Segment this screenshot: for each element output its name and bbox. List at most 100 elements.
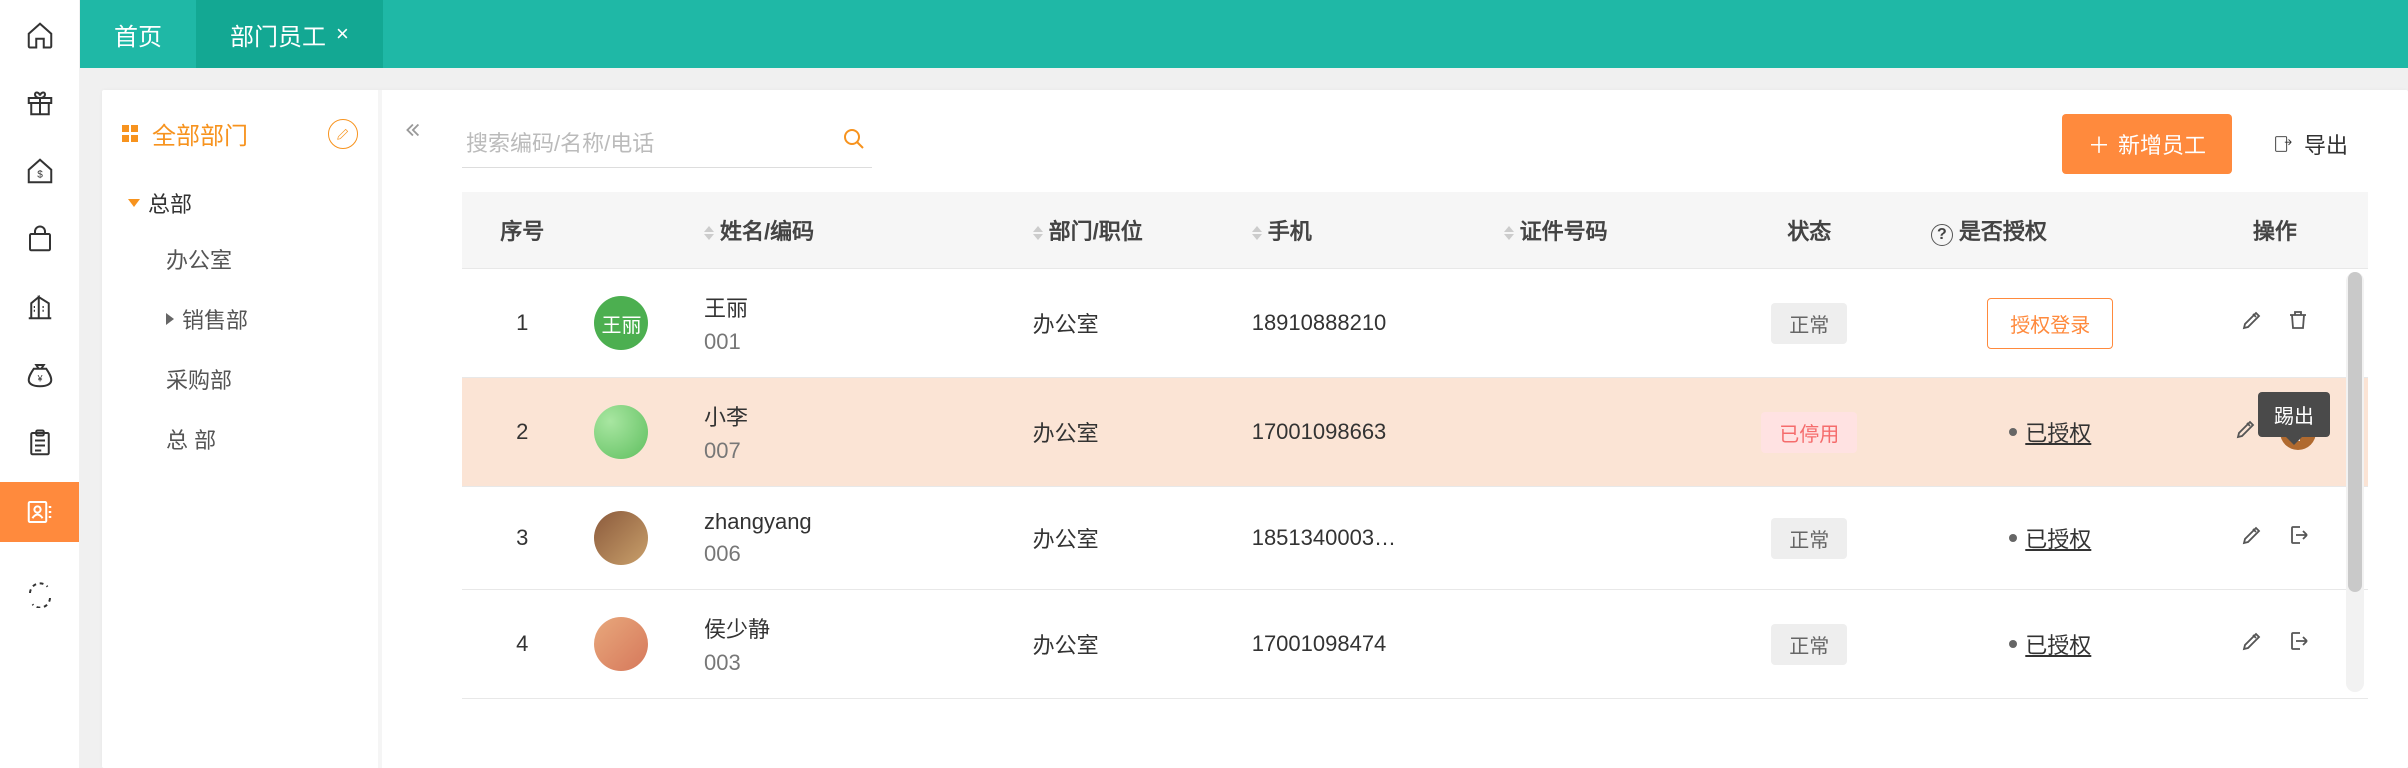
tab-dept-staff[interactable]: 部门员工 × bbox=[196, 0, 383, 68]
cell-ops bbox=[2182, 487, 2368, 590]
cell-status: 正常 bbox=[1700, 269, 1919, 378]
cell-index: 4 bbox=[462, 590, 582, 699]
trash-icon[interactable] bbox=[2286, 308, 2310, 338]
status-badge: 正常 bbox=[1771, 303, 1847, 344]
col-dept[interactable]: 部门/职位 bbox=[1021, 192, 1240, 269]
tab-home[interactable]: 首页 bbox=[80, 0, 196, 68]
nav-staff-icon[interactable] bbox=[0, 482, 79, 542]
plus-icon: ＋ bbox=[2088, 128, 2110, 160]
cell-name: zhangyang006 bbox=[692, 487, 1021, 590]
col-status: 状态 bbox=[1700, 192, 1919, 269]
authorized-link[interactable]: 已授权 bbox=[2009, 416, 2091, 448]
nav-money-house-icon[interactable]: $ bbox=[23, 154, 57, 188]
nav-bag-icon[interactable] bbox=[23, 222, 57, 256]
cell-idno bbox=[1492, 590, 1700, 699]
edit-icon[interactable] bbox=[2234, 417, 2258, 447]
col-auth: ?是否授权 bbox=[1919, 192, 2182, 269]
cell-dept: 办公室 bbox=[1021, 378, 1240, 487]
export-button[interactable]: 导出 bbox=[2252, 114, 2368, 174]
staff-table: 序号 姓名/编码 部门/职位 手机 证件号码 状态 ?是否授权 操作 1王丽王丽… bbox=[462, 192, 2368, 699]
content-panel: ＋新增员工 导出 序号 姓名/编码 部门/职位 手机 证件号码 状态 bbox=[382, 90, 2408, 768]
cell-avatar bbox=[582, 590, 692, 699]
panel: 全部部门 总部 办公室 销售部 采购部 总 部 ＋新增员工 导出 bbox=[102, 90, 2408, 768]
tab-home-label: 首页 bbox=[114, 17, 162, 52]
dept-tree-panel: 全部部门 总部 办公室 销售部 采购部 总 部 bbox=[102, 90, 382, 768]
cell-status: 正常 bbox=[1700, 487, 1919, 590]
status-badge: 正常 bbox=[1771, 624, 1847, 665]
cell-ops bbox=[2182, 269, 2368, 378]
table-row[interactable]: 4 侯少静003办公室17001098474 正常 已授权 bbox=[462, 590, 2368, 699]
tree-node-sales[interactable]: 销售部 bbox=[122, 289, 378, 349]
table-row[interactable]: 2小李007办公室17001098663已停用已授权 bbox=[462, 378, 2368, 487]
avatar bbox=[594, 511, 648, 565]
authorized-link[interactable]: 已授权 bbox=[2009, 628, 2091, 660]
cell-phone: 17001098663 bbox=[1240, 378, 1492, 487]
main-area: 全部部门 总部 办公室 销售部 采购部 总 部 ＋新增员工 导出 bbox=[80, 68, 2408, 768]
export-icon bbox=[2272, 133, 2294, 155]
scrollbar[interactable] bbox=[2346, 272, 2364, 692]
cell-auth: 已授权 bbox=[1919, 378, 2182, 487]
edit-icon[interactable] bbox=[2240, 523, 2264, 553]
cell-status: 正常 bbox=[1700, 590, 1919, 699]
cell-index: 3 bbox=[462, 487, 582, 590]
cell-avatar bbox=[582, 378, 692, 487]
icon-sidebar: $ ¥ bbox=[0, 0, 80, 768]
chevron-right-icon bbox=[166, 313, 174, 325]
tree-node-office[interactable]: 办公室 bbox=[122, 229, 378, 289]
col-phone[interactable]: 手机 bbox=[1240, 192, 1492, 269]
tree-title: 全部部门 bbox=[152, 116, 248, 151]
logout-icon[interactable] bbox=[2286, 523, 2310, 553]
help-icon[interactable]: ? bbox=[1931, 224, 1953, 246]
cell-dept: 办公室 bbox=[1021, 590, 1240, 699]
search-wrap bbox=[462, 121, 872, 168]
col-index: 序号 bbox=[462, 192, 582, 269]
col-ops: 操作 bbox=[2182, 192, 2368, 269]
nav-building-icon[interactable] bbox=[23, 290, 57, 324]
authorize-login-button[interactable]: 授权登录 bbox=[1987, 298, 2113, 349]
table-row[interactable]: 3zhangyang006办公室1851340003…正常已授权 bbox=[462, 487, 2368, 590]
add-staff-button[interactable]: ＋新增员工 bbox=[2062, 114, 2232, 174]
nav-clipboard-icon[interactable] bbox=[23, 426, 57, 460]
search-input[interactable] bbox=[462, 121, 872, 168]
tree-header: 全部部门 bbox=[122, 116, 378, 151]
cell-avatar bbox=[582, 487, 692, 590]
chevron-down-icon bbox=[128, 199, 140, 207]
nav-refresh-icon[interactable] bbox=[23, 576, 57, 610]
nav-gift-icon[interactable] bbox=[23, 86, 57, 120]
cell-phone: 1851340003… bbox=[1240, 487, 1492, 590]
status-badge: 正常 bbox=[1771, 518, 1847, 559]
scrollbar-thumb[interactable] bbox=[2348, 272, 2362, 592]
top-tab-bar: 首页 部门员工 × bbox=[80, 0, 2408, 68]
cell-phone: 17001098474 bbox=[1240, 590, 1492, 699]
tooltip-kickout: 踢出 bbox=[2258, 392, 2330, 437]
tree-edit-button[interactable] bbox=[328, 119, 358, 149]
tree-node-purchase[interactable]: 采购部 bbox=[122, 349, 378, 409]
tree-node-hq[interactable]: 总 部 bbox=[122, 409, 378, 469]
edit-icon[interactable] bbox=[2240, 308, 2264, 338]
avatar bbox=[594, 405, 648, 459]
logout-icon[interactable] bbox=[2286, 629, 2310, 659]
toolbar: ＋新增员工 导出 bbox=[462, 114, 2368, 174]
edit-icon[interactable] bbox=[2240, 629, 2264, 659]
tab-dept-staff-label: 部门员工 bbox=[230, 17, 326, 52]
cell-auth: 授权登录 bbox=[1919, 269, 2182, 378]
cell-name: 王丽001 bbox=[692, 269, 1021, 378]
nav-moneybag-icon[interactable]: ¥ bbox=[23, 358, 57, 392]
dot-icon bbox=[2009, 428, 2017, 436]
table-header-row: 序号 姓名/编码 部门/职位 手机 证件号码 状态 ?是否授权 操作 bbox=[462, 192, 2368, 269]
avatar: 王丽 bbox=[594, 296, 648, 350]
col-idno[interactable]: 证件号码 bbox=[1492, 192, 1700, 269]
collapse-tree-button[interactable] bbox=[398, 116, 426, 144]
tab-close-icon[interactable]: × bbox=[336, 21, 349, 47]
status-badge: 已停用 bbox=[1761, 412, 1857, 453]
cell-idno bbox=[1492, 487, 1700, 590]
nav-home-icon[interactable] bbox=[23, 18, 57, 52]
tree-node-root[interactable]: 总部 bbox=[122, 177, 378, 229]
authorized-link[interactable]: 已授权 bbox=[2009, 522, 2091, 554]
cell-dept: 办公室 bbox=[1021, 269, 1240, 378]
col-name[interactable]: 姓名/编码 bbox=[692, 192, 1021, 269]
table-row[interactable]: 1王丽王丽001办公室18910888210正常授权登录 bbox=[462, 269, 2368, 378]
search-icon[interactable] bbox=[842, 127, 866, 157]
cell-name: 侯少静003 bbox=[692, 590, 1021, 699]
dot-icon bbox=[2009, 640, 2017, 648]
